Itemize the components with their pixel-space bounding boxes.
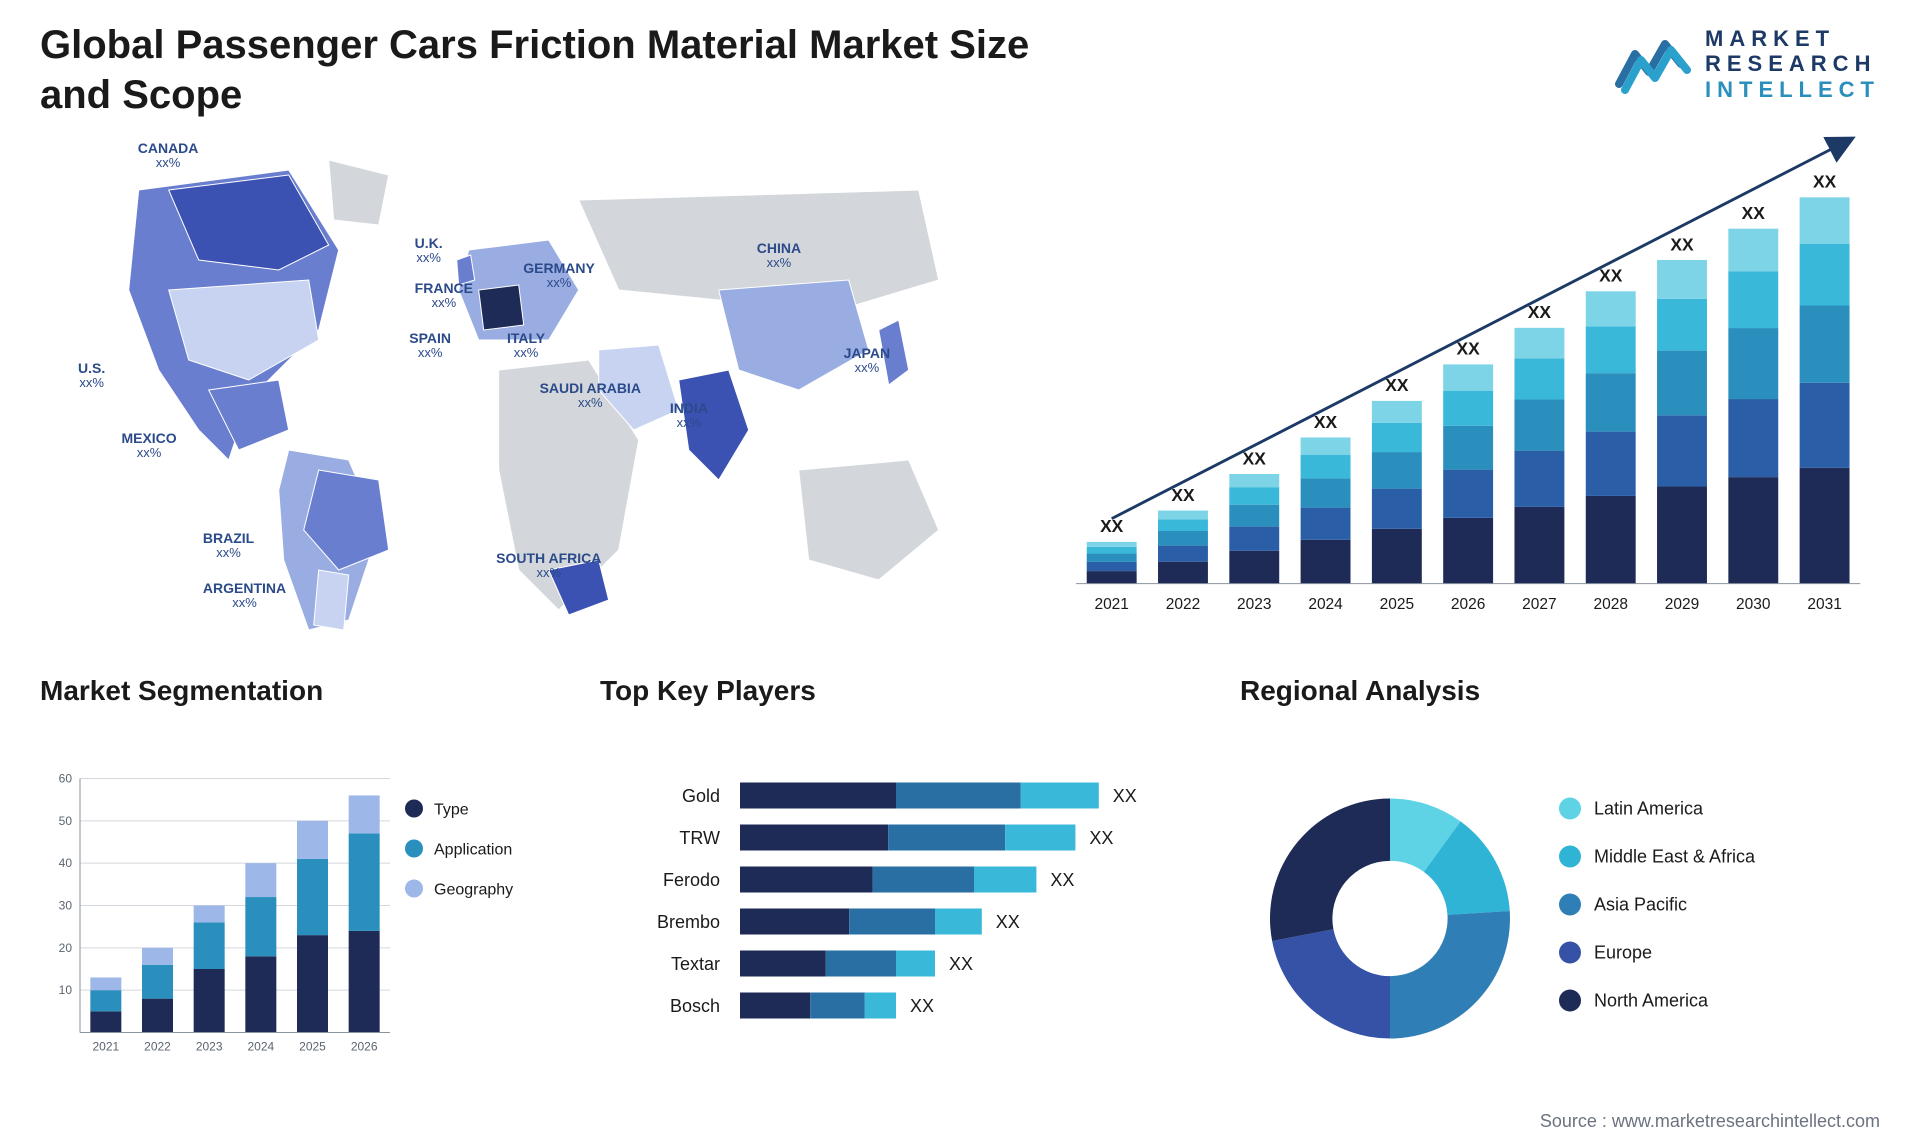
- svg-text:2022: 2022: [1166, 596, 1200, 613]
- svg-text:Gold: Gold: [682, 786, 720, 806]
- svg-text:XX: XX: [949, 954, 973, 974]
- svg-text:2030: 2030: [1736, 596, 1770, 613]
- svg-text:XX: XX: [1457, 339, 1481, 359]
- svg-text:Asia Pacific: Asia Pacific: [1594, 895, 1687, 915]
- header: Global Passenger Cars Friction Material …: [40, 20, 1880, 120]
- svg-text:Geography: Geography: [434, 882, 513, 899]
- svg-text:XX: XX: [1243, 448, 1267, 468]
- svg-text:2027: 2027: [1523, 596, 1557, 613]
- svg-text:2024: 2024: [1309, 596, 1344, 613]
- logo-icon: [1615, 34, 1691, 94]
- regional-card: Regional Analysis Latin America Middle Ea…: [1240, 675, 1880, 1116]
- logo-line-3: INTELLECT: [1705, 77, 1880, 102]
- svg-text:50: 50: [59, 814, 73, 828]
- svg-text:2024: 2024: [247, 1040, 274, 1054]
- svg-text:XX: XX: [1671, 234, 1695, 254]
- svg-text:2023: 2023: [196, 1040, 223, 1054]
- svg-text:XX: XX: [1050, 870, 1074, 890]
- report-title: Global Passenger Cars Friction Material …: [40, 20, 1090, 120]
- key-players-card: Top Key Players Gold XX TRW XX Ferodo XX Bremb…: [600, 675, 1200, 1116]
- svg-text:2021: 2021: [1095, 596, 1129, 613]
- svg-text:2021: 2021: [92, 1040, 119, 1054]
- svg-text:Latin America: Latin America: [1594, 799, 1704, 819]
- svg-text:2028: 2028: [1594, 596, 1628, 613]
- regional-title: Regional Analysis: [1240, 675, 1880, 707]
- key-players-title: Top Key Players: [600, 675, 1200, 707]
- logo-line-1: MARKET: [1705, 26, 1880, 51]
- svg-text:2031: 2031: [1808, 596, 1842, 613]
- svg-text:XX: XX: [1100, 516, 1124, 536]
- svg-text:XX: XX: [1314, 412, 1338, 432]
- svg-text:Type: Type: [434, 802, 469, 819]
- svg-text:XX: XX: [1172, 485, 1196, 505]
- svg-text:2023: 2023: [1237, 596, 1271, 613]
- svg-text:Europe: Europe: [1594, 943, 1652, 963]
- svg-text:2025: 2025: [1380, 596, 1414, 613]
- svg-text:Ferodo: Ferodo: [663, 870, 720, 890]
- svg-text:XX: XX: [1386, 375, 1410, 395]
- svg-text:Bosch: Bosch: [670, 996, 720, 1016]
- svg-text:Application: Application: [434, 842, 512, 859]
- svg-text:2026: 2026: [351, 1040, 378, 1054]
- svg-text:2029: 2029: [1665, 596, 1699, 613]
- svg-text:XX: XX: [910, 996, 934, 1016]
- svg-text:2022: 2022: [144, 1040, 171, 1054]
- segmentation-title: Market Segmentation: [40, 675, 560, 707]
- svg-text:XX: XX: [1528, 302, 1552, 322]
- svg-text:XX: XX: [1089, 828, 1113, 848]
- svg-text:XX: XX: [1113, 786, 1137, 806]
- svg-text:Middle East & Africa: Middle East & Africa: [1594, 847, 1756, 867]
- segmentation-card: Market Segmentation 10 20 30 40 50 60 2021 2022…: [40, 675, 560, 1116]
- svg-text:2026: 2026: [1451, 596, 1485, 613]
- svg-text:TRW: TRW: [679, 828, 720, 848]
- market-growth-chart: XX 2021 XX 2022 XX 2023 XX 2024 XX 2025 XX 2026 XX 20…: [1047, 130, 1880, 650]
- svg-text:XX: XX: [1742, 203, 1766, 223]
- svg-text:10: 10: [59, 983, 73, 997]
- svg-text:Textar: Textar: [671, 954, 720, 974]
- svg-text:North America: North America: [1594, 991, 1709, 1011]
- svg-text:30: 30: [59, 899, 73, 913]
- svg-text:40: 40: [59, 856, 73, 870]
- source-footer: Source : www.marketresearchintellect.com: [1540, 1111, 1880, 1132]
- svg-text:XX: XX: [1600, 266, 1624, 286]
- svg-text:XX: XX: [1813, 172, 1837, 192]
- world-map: CANADAxx%U.S.xx%MEXICOxx%BRAZILxx%ARGENT…: [40, 130, 1017, 650]
- svg-text:XX: XX: [996, 912, 1020, 932]
- svg-text:20: 20: [59, 941, 73, 955]
- svg-text:2025: 2025: [299, 1040, 326, 1054]
- logo-text: MARKET RESEARCH INTELLECT: [1705, 26, 1880, 102]
- logo-line-2: RESEARCH: [1705, 51, 1880, 76]
- brand-logo: MARKET RESEARCH INTELLECT: [1615, 20, 1880, 102]
- svg-text:Brembo: Brembo: [657, 912, 720, 932]
- svg-text:60: 60: [59, 772, 73, 786]
